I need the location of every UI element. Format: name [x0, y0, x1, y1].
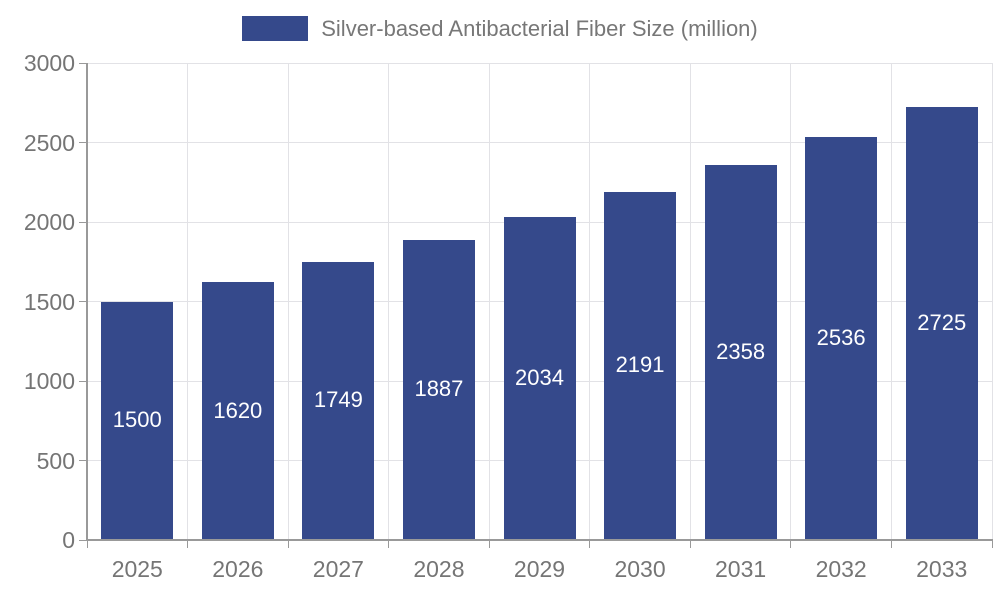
x-axis-tick: [187, 540, 189, 548]
bar[interactable]: 2191: [604, 191, 677, 539]
gridline-vertical: [488, 63, 490, 540]
gridline-horizontal: [87, 142, 992, 143]
x-axis-tick: [890, 540, 892, 548]
legend-swatch: [242, 16, 309, 41]
legend-label: Silver-based Antibacterial Fiber Size (m…: [321, 16, 758, 41]
bar[interactable]: 1500: [101, 301, 174, 539]
bar[interactable]: 2725: [905, 106, 978, 539]
x-axis-label: 2026: [212, 556, 264, 582]
x-axis-label: 2033: [916, 556, 968, 582]
y-axis-label: 500: [36, 447, 75, 474]
bar-value-label: 1500: [112, 407, 162, 433]
gridline-vertical: [991, 63, 993, 540]
x-axis-label: 2029: [513, 556, 566, 582]
y-axis-tick: [79, 539, 87, 541]
gridline-vertical: [790, 63, 792, 540]
bar-value-label: 2536: [816, 324, 866, 350]
x-axis-tick: [689, 540, 691, 548]
y-axis-tick: [79, 142, 87, 143]
y-axis-tick: [79, 221, 87, 223]
bar-value-label: 1887: [414, 376, 464, 402]
y-axis-tick: [79, 460, 87, 461]
x-axis-line: [86, 539, 993, 541]
y-axis-label: 3000: [23, 50, 75, 76]
x-axis-label: 2031: [715, 556, 767, 582]
y-axis-label: 2500: [23, 129, 75, 156]
gridline-vertical: [287, 63, 289, 540]
bar-value-label: 2034: [515, 364, 564, 390]
gridline-vertical: [388, 63, 390, 540]
x-axis-label: 2028: [413, 556, 465, 582]
bar-value-label: 2358: [716, 339, 766, 365]
y-axis-label: 1000: [23, 368, 75, 394]
gridline-horizontal: [87, 62, 992, 64]
x-axis-tick: [488, 540, 490, 548]
bar[interactable]: 1749: [302, 261, 375, 539]
bar-value-label: 2725: [917, 309, 967, 335]
x-axis-tick: [287, 540, 289, 548]
y-axis-tick: [79, 301, 87, 302]
x-axis-tick: [790, 540, 792, 548]
bar[interactable]: 1620: [201, 282, 274, 539]
bar[interactable]: 2358: [704, 165, 777, 539]
x-axis-tick: [589, 540, 591, 548]
bar-value-label: 2191: [615, 352, 665, 378]
bar[interactable]: 1887: [402, 239, 475, 539]
y-axis-label: 0: [62, 527, 75, 553]
gridline-vertical: [689, 63, 691, 540]
x-axis-tick: [991, 540, 993, 548]
y-axis-line: [86, 63, 88, 541]
x-axis-tick: [86, 540, 88, 548]
y-axis-tick: [79, 380, 87, 382]
bar-value-label: 1749: [313, 387, 363, 413]
bar[interactable]: 2536: [805, 136, 878, 539]
bar-value-label: 1620: [213, 397, 263, 423]
x-axis-label: 2030: [614, 556, 666, 582]
x-axis-tick: [388, 540, 390, 548]
x-axis-label: 2027: [312, 556, 364, 582]
y-axis-label: 2000: [23, 209, 75, 235]
y-axis-label: 1500: [23, 288, 75, 315]
bar[interactable]: 2034: [503, 216, 576, 539]
gridline-vertical: [589, 63, 591, 540]
gridline-vertical: [187, 63, 189, 540]
y-axis-tick: [79, 62, 87, 64]
x-axis-label: 2032: [815, 556, 867, 582]
x-axis-label: 2025: [111, 556, 163, 582]
gridline-vertical: [890, 63, 892, 540]
legend[interactable]: Silver-based Antibacterial Fiber Size (m…: [0, 16, 1000, 41]
